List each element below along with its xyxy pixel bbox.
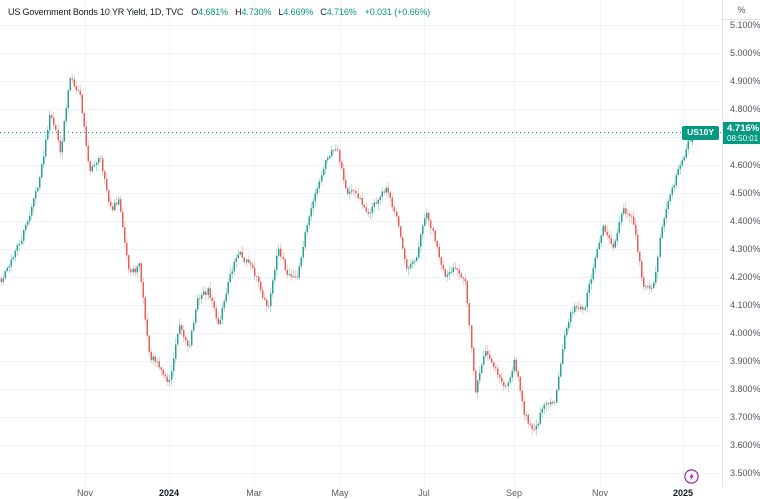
symbol-title: US Government Bonds 10 YR Yield, 1D, TVC xyxy=(8,7,184,17)
last-price-value: 4.716% xyxy=(727,122,760,134)
horizontal-gridlines xyxy=(0,25,723,474)
ohlc-pair: C4.716% xyxy=(320,7,357,17)
price-tick-label: 4.200% xyxy=(730,272,760,282)
ohlc-values: O4.681% H4.730% L4.669% C4.716% xyxy=(191,7,356,17)
symbol-chip[interactable]: US10Y xyxy=(682,125,719,140)
price-tick-label: 5.000% xyxy=(730,48,760,58)
price-tick-label: 3.800% xyxy=(730,384,760,394)
price-tick-label: 4.400% xyxy=(730,216,760,226)
price-tick-label: 4.900% xyxy=(730,76,760,86)
symbol-legend[interactable]: US Government Bonds 10 YR Yield, 1D, TVC… xyxy=(8,5,430,19)
time-tick-label: 2025 xyxy=(672,488,694,498)
ohlc-pair: H4.730% xyxy=(235,7,272,17)
price-tick-label: 4.500% xyxy=(730,188,760,198)
price-tick-label: 3.600% xyxy=(730,440,760,450)
ohlc-pair: O4.681% xyxy=(191,7,229,17)
change-value: +0.031 (+0.66%) xyxy=(364,7,431,17)
price-tick-label: 4.800% xyxy=(730,104,760,114)
price-tick-label: 4.300% xyxy=(730,244,760,254)
time-tick-label: Sep xyxy=(505,488,523,498)
time-tick-label: Nov xyxy=(591,488,609,498)
time-tick-label: Jul xyxy=(418,488,430,498)
price-tick-label: 3.500% xyxy=(730,468,760,478)
candle-countdown: 08:50:01 xyxy=(727,133,759,143)
price-tick-label: 5.100% xyxy=(730,20,760,30)
lightning-icon xyxy=(688,471,694,481)
time-tick-label: Mar xyxy=(246,488,262,498)
price-tick-label: 3.900% xyxy=(730,356,760,366)
price-tick-label: 3.700% xyxy=(730,412,760,422)
time-axis[interactable]: Nov 2024 Mar May Jul Sep Nov 2025 xyxy=(0,487,760,499)
candles xyxy=(0,73,693,436)
time-tick-label: 2024 xyxy=(158,488,180,498)
price-tick-label: 4.100% xyxy=(730,300,760,310)
price-axis[interactable]: % 5.100% 5.000% 4.900% 4.800% 4.600% 4.500% 4.… xyxy=(723,0,760,487)
percent-scale-button[interactable]: % xyxy=(723,0,760,20)
price-tick-label: 4.600% xyxy=(730,160,760,170)
time-tick-label: May xyxy=(331,488,349,498)
price-tick-label: 4.000% xyxy=(730,328,760,338)
ohlc-pair: L4.669% xyxy=(278,7,314,17)
last-price-label[interactable]: 4.716% 08:50:01 xyxy=(723,121,760,144)
lightning-badge-button[interactable] xyxy=(683,468,699,484)
time-tick-label: Nov xyxy=(76,488,94,498)
vertical-gridlines xyxy=(85,0,684,488)
